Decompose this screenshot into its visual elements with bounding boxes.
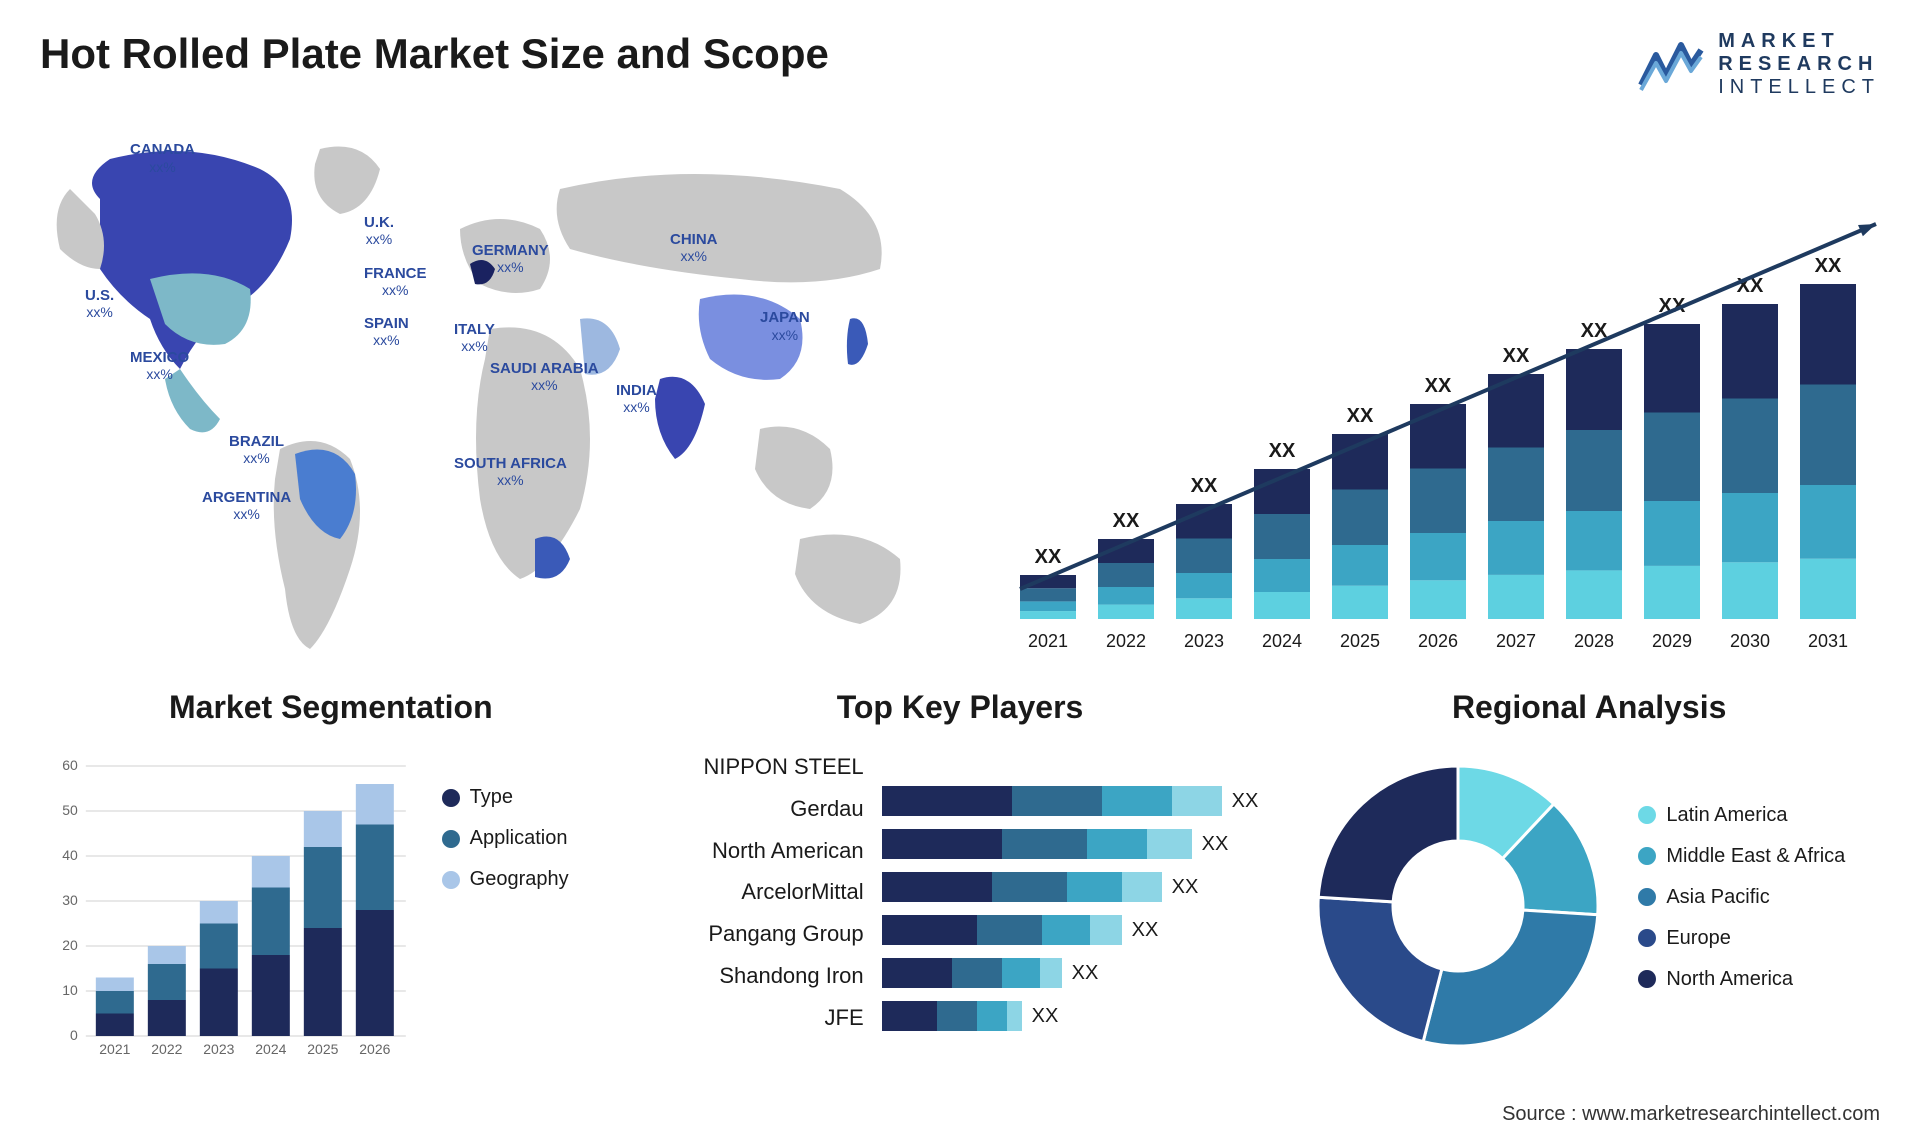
map-label-japan: JAPANxx% — [760, 309, 810, 344]
map-label-saudi-arabia: SAUDI ARABIAxx% — [490, 360, 599, 395]
regional-donut — [1298, 746, 1618, 1066]
regional-legend: Latin America Middle East & Africa Asia Pa… — [1638, 804, 1880, 1009]
map-label-u-k-: U.K.xx% — [364, 214, 394, 249]
svg-text:XX: XX — [1035, 546, 1062, 568]
player-name: North American — [662, 830, 864, 872]
svg-text:XX: XX — [1191, 475, 1218, 497]
map-label-italy: ITALYxx% — [454, 321, 495, 356]
map-label-argentina: ARGENTINAxx% — [202, 489, 291, 524]
svg-text:XX: XX — [1269, 440, 1296, 462]
segmentation-panel: Market Segmentation 0 10 20 30 40 50 60 2021 202… — [40, 689, 622, 1066]
region-legend-item: North America — [1638, 968, 1880, 991]
player-name: Shandong Iron — [662, 955, 864, 997]
page-title: Hot Rolled Plate Market Size and Scope — [40, 30, 829, 78]
player-name: Pangang Group — [662, 913, 864, 955]
svg-text:2022: 2022 — [1106, 631, 1146, 651]
svg-text:2021: 2021 — [1028, 631, 1068, 651]
svg-text:XX: XX — [1815, 255, 1842, 277]
player-name: ArcelorMittal — [662, 871, 864, 913]
segmentation-chart: 0 10 20 30 40 50 60 2021 2022 2023 2024 2025 2026 — [40, 746, 422, 1066]
svg-text:2023: 2023 — [203, 1041, 234, 1057]
map-label-canada: CANADAxx% — [130, 141, 195, 176]
regional-title: Regional Analysis — [1298, 689, 1880, 726]
map-label-brazil: BRAZILxx% — [229, 433, 284, 468]
player-row: XX — [882, 786, 1259, 816]
svg-text:40: 40 — [62, 847, 78, 863]
svg-text:XX: XX — [1347, 405, 1374, 427]
svg-text:20: 20 — [62, 937, 78, 953]
players-names: NIPPON STEELGerdauNorth AmericanArcelorM… — [662, 746, 872, 1039]
source-text: Source : www.marketresearchintellect.com — [1502, 1103, 1880, 1126]
logo-line2: RESEARCH — [1718, 53, 1880, 76]
regional-panel: Regional Analysis Latin America Middle Ea… — [1298, 689, 1880, 1066]
player-name: JFE — [662, 997, 864, 1039]
svg-text:XX: XX — [1113, 510, 1140, 532]
svg-text:2023: 2023 — [1184, 631, 1224, 651]
player-name: Gerdau — [662, 788, 864, 830]
seg-legend-geography: Geography — [442, 868, 622, 891]
region-legend-item: Europe — [1638, 927, 1880, 950]
player-row: XX — [882, 915, 1259, 945]
map-label-spain: SPAINxx% — [364, 315, 409, 350]
svg-text:0: 0 — [70, 1027, 78, 1043]
map-label-mexico: MEXICOxx% — [130, 349, 189, 384]
svg-text:2030: 2030 — [1730, 631, 1770, 651]
svg-text:10: 10 — [62, 982, 78, 998]
svg-text:2024: 2024 — [1262, 631, 1302, 651]
svg-text:2027: 2027 — [1496, 631, 1536, 651]
seg-legend-application: Application — [442, 827, 622, 850]
map-svg — [40, 119, 940, 679]
players-header: NIPPON STEEL — [662, 746, 864, 788]
svg-text:2028: 2028 — [1574, 631, 1614, 651]
svg-text:2029: 2029 — [1652, 631, 1692, 651]
seg-legend-type: Type — [442, 786, 622, 809]
brand-logo: MARKET RESEARCH INTELLECT — [1636, 30, 1880, 99]
svg-text:2026: 2026 — [359, 1041, 390, 1057]
svg-text:XX: XX — [1503, 345, 1530, 367]
svg-text:30: 30 — [62, 892, 78, 908]
svg-text:60: 60 — [62, 757, 78, 773]
segmentation-title: Market Segmentation — [40, 689, 622, 726]
svg-text:50: 50 — [62, 802, 78, 818]
players-title: Top Key Players — [662, 689, 1259, 726]
map-label-south-africa: SOUTH AFRICAxx% — [454, 455, 567, 490]
map-label-france: FRANCExx% — [364, 265, 427, 300]
map-label-u-s-: U.S.xx% — [85, 287, 114, 322]
region-legend-item: Middle East & Africa — [1638, 845, 1880, 868]
svg-text:2031: 2031 — [1808, 631, 1848, 651]
svg-text:2022: 2022 — [151, 1041, 182, 1057]
svg-text:2025: 2025 — [1340, 631, 1380, 651]
svg-text:2024: 2024 — [255, 1041, 286, 1057]
player-row: XX — [882, 958, 1259, 988]
svg-text:2026: 2026 — [1418, 631, 1458, 651]
world-map: CANADAxx% U.S.xx% MEXICOxx% BRAZILxx% ARGENT… — [40, 119, 940, 679]
map-label-india: INDIAxx% — [616, 382, 657, 417]
logo-icon — [1636, 35, 1706, 95]
players-panel: Top Key Players NIPPON STEELGerdauNorth … — [662, 689, 1259, 1066]
player-row: XX — [882, 872, 1259, 902]
svg-text:XX: XX — [1425, 375, 1452, 397]
players-bars: XX XX XX XX XX XX — [882, 746, 1259, 1039]
region-legend-item: Asia Pacific — [1638, 886, 1880, 909]
logo-line3: INTELLECT — [1718, 76, 1880, 99]
growth-chart: XX 2021 XX 2022 XX 2023 XX 2024 XX 2025 XX 2026 XX 20… — [980, 119, 1880, 679]
svg-text:2021: 2021 — [99, 1041, 130, 1057]
svg-text:2025: 2025 — [307, 1041, 338, 1057]
map-label-germany: GERMANYxx% — [472, 242, 549, 277]
region-legend-item: Latin America — [1638, 804, 1880, 827]
player-row: XX — [882, 829, 1259, 859]
segmentation-legend: Type Application Geography — [442, 746, 622, 1066]
map-label-china: CHINAxx% — [670, 231, 718, 266]
logo-line1: MARKET — [1718, 30, 1880, 53]
player-row: XX — [882, 1001, 1259, 1031]
